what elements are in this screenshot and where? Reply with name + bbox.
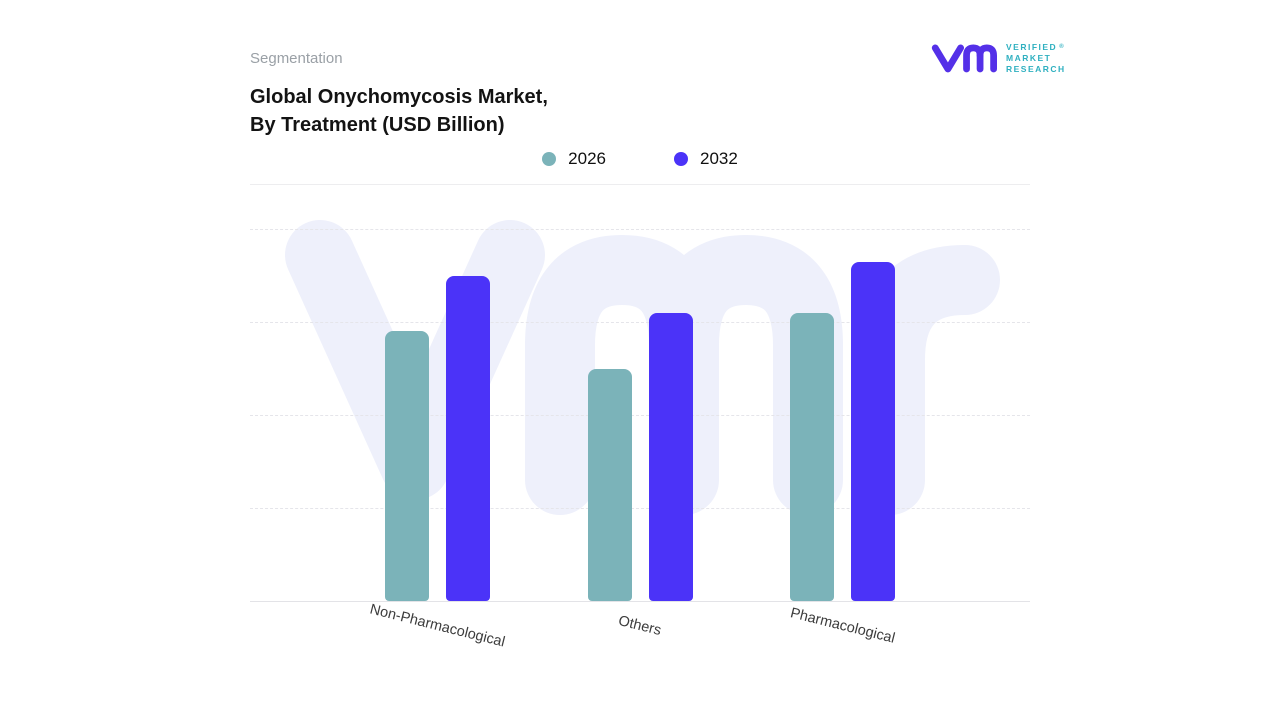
bar-others-2026[interactable] [587, 368, 632, 601]
vmr-logo: VERIFIED ® MARKET RESEARCH [931, 40, 1066, 76]
vmr-logo-text-line1: VERIFIED ® [1006, 41, 1066, 52]
bar-others-2032[interactable] [648, 312, 693, 601]
gridline [250, 322, 1030, 323]
bar-non-pharmacological-2026[interactable] [384, 331, 429, 601]
vmr-watermark-icon [285, 220, 1000, 515]
x-axis-label-pharmacological: Pharmacological [788, 605, 897, 647]
gridline [250, 229, 1030, 230]
vmr-logo-text-line2: MARKET [1006, 52, 1052, 63]
chart-top-border [250, 184, 1030, 185]
section-label: Segmentation [250, 50, 343, 67]
vmr-logo-text: VERIFIED ® MARKET RESEARCH [1006, 41, 1066, 74]
chart-legend: 2026 2032 [250, 149, 1030, 169]
gridline [250, 508, 1030, 509]
gridline [250, 415, 1030, 416]
chart-plot-area: Non-Pharmacological Others Pharmacological [250, 185, 1030, 651]
legend-swatch-2026 [542, 152, 557, 166]
x-axis-baseline [250, 601, 1030, 602]
legend-swatch-2032 [674, 152, 688, 166]
legend-item-2032[interactable]: 2032 [674, 149, 738, 169]
registered-mark: ® [1059, 43, 1066, 50]
legend-label-2026: 2026 [568, 149, 606, 168]
bar-non-pharmacological-2032[interactable] [445, 275, 490, 601]
legend-label-2032: 2032 [700, 149, 738, 168]
chart-title-line2: By Treatment (USD Billion) [250, 114, 505, 136]
vmr-logo-mark-icon [931, 44, 997, 73]
bar-pharmacological-2032[interactable] [851, 261, 896, 601]
bar-pharmacological-2026[interactable] [790, 312, 835, 601]
chart-title-line1: Global Onychomycosis Market, [250, 86, 548, 108]
chart-title: Global Onychomycosis Market, By Treatmen… [250, 83, 548, 139]
legend-item-2026[interactable]: 2026 [542, 149, 606, 169]
x-axis-label-others: Others [616, 612, 663, 640]
x-axis-label-non-pharmacological: Non-Pharmacological [367, 601, 507, 651]
vmr-logo-text-line3: RESEARCH [1006, 63, 1066, 74]
